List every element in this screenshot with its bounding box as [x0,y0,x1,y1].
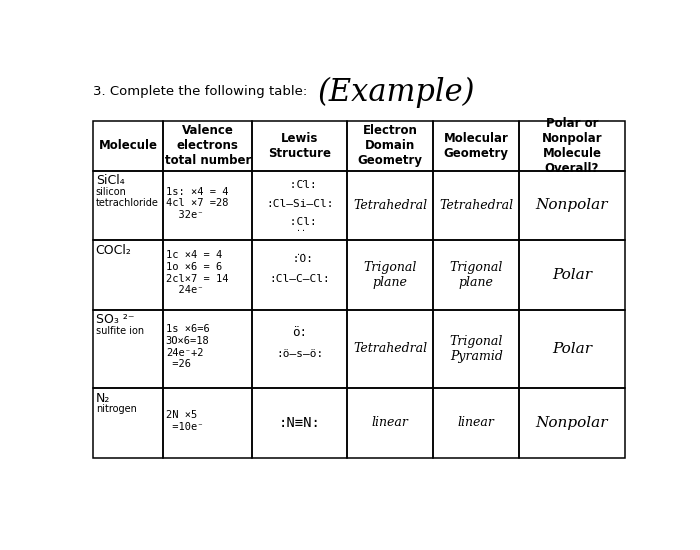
Bar [347,310,433,388]
Text: 2N ×5
 =10e⁻: 2N ×5 =10e⁻ [166,410,203,432]
Bar [347,170,433,240]
Text: Lewis
Structure: Lewis Structure [268,132,331,160]
Text: Nonpolar: Nonpolar [536,416,608,430]
Text: Trigonal
plane: Trigonal plane [449,261,503,289]
Bar [433,388,519,458]
Text: 1s ×6=6
3O×6=18
24e⁻+2
 =26: 1s ×6=6 3O×6=18 24e⁻+2 =26 [166,324,209,369]
Bar [93,240,163,310]
Bar [519,121,624,170]
Text: Nonpolar: Nonpolar [536,199,608,212]
Bar [253,170,347,240]
Bar [163,240,253,310]
Bar [253,388,347,458]
Bar [347,388,433,458]
Bar [93,388,163,458]
Text: Valence
electrons
total number: Valence electrons total number [164,124,251,167]
Text: Tetrahedral: Tetrahedral [353,199,427,212]
Text: SO₃ ²⁻: SO₃ ²⁻ [96,313,134,326]
Text: ö:: ö: [292,326,307,339]
Bar [253,310,347,388]
Text: Trigonal
Pyramid: Trigonal Pyramid [449,335,503,363]
Bar [433,310,519,388]
Text: :Cl–C–Cl:: :Cl–C–Cl: [270,274,330,284]
Bar [163,170,253,240]
Bar [433,240,519,310]
Bar [347,121,433,170]
Text: linear: linear [458,416,495,430]
Text: COCl₂: COCl₂ [96,244,132,257]
Text: Electron
Domain
Geometry: Electron Domain Geometry [358,124,423,167]
Bar [93,170,163,240]
Text: Tetrahedral: Tetrahedral [439,199,513,212]
Bar [163,310,253,388]
Text: :Cl:: :Cl: [283,217,316,227]
Bar [253,121,347,170]
Text: Molecular
Geometry: Molecular Geometry [444,132,509,160]
Text: :Cl–Si–Cl:: :Cl–Si–Cl: [266,199,333,209]
Text: :O:: :O: [286,254,313,264]
Text: N₂: N₂ [96,392,110,405]
Bar [163,388,253,458]
Text: :ö–s–ö:: :ö–s–ö: [276,349,323,359]
Text: 3. Complete the following table:: 3. Complete the following table: [93,85,307,98]
Bar [93,310,163,388]
Text: Polar: Polar [552,268,592,282]
Text: nitrogen: nitrogen [96,404,136,414]
Bar [253,240,347,310]
Text: silicon
tetrachloride: silicon tetrachloride [96,187,158,208]
Bar [519,170,624,240]
Text: :Cl:: :Cl: [283,180,316,190]
Text: 1c ×4 = 4
1o ×6 = 6
2cl×7 = 14
  24e⁻: 1c ×4 = 4 1o ×6 = 6 2cl×7 = 14 24e⁻ [166,250,228,295]
Bar [163,121,253,170]
Bar [519,388,624,458]
Text: ..: .. [296,175,306,184]
Bar [433,121,519,170]
Text: Polar: Polar [552,342,592,356]
Text: SiCl₄: SiCl₄ [96,174,125,187]
Bar [519,240,624,310]
Text: Polar or
Nonpolar
Molecule
Overall?: Polar or Nonpolar Molecule Overall? [542,117,602,175]
Text: 1s: ×4 = 4
4cl ×7 =28
  32e⁻: 1s: ×4 = 4 4cl ×7 =28 32e⁻ [166,187,228,220]
Text: sulfite ion: sulfite ion [96,326,144,336]
Text: Trigonal
plane: Trigonal plane [363,261,416,289]
Text: linear: linear [372,416,409,430]
Text: :N≡N:: :N≡N: [279,416,321,430]
Text: (Example): (Example) [318,76,475,108]
Text: Molecule: Molecule [99,139,158,152]
Bar [433,170,519,240]
Text: ..: .. [296,248,306,257]
Text: ..: .. [296,224,306,233]
Text: Tetrahedral: Tetrahedral [353,343,427,355]
Bar [347,240,433,310]
Bar [93,121,163,170]
Bar [519,310,624,388]
